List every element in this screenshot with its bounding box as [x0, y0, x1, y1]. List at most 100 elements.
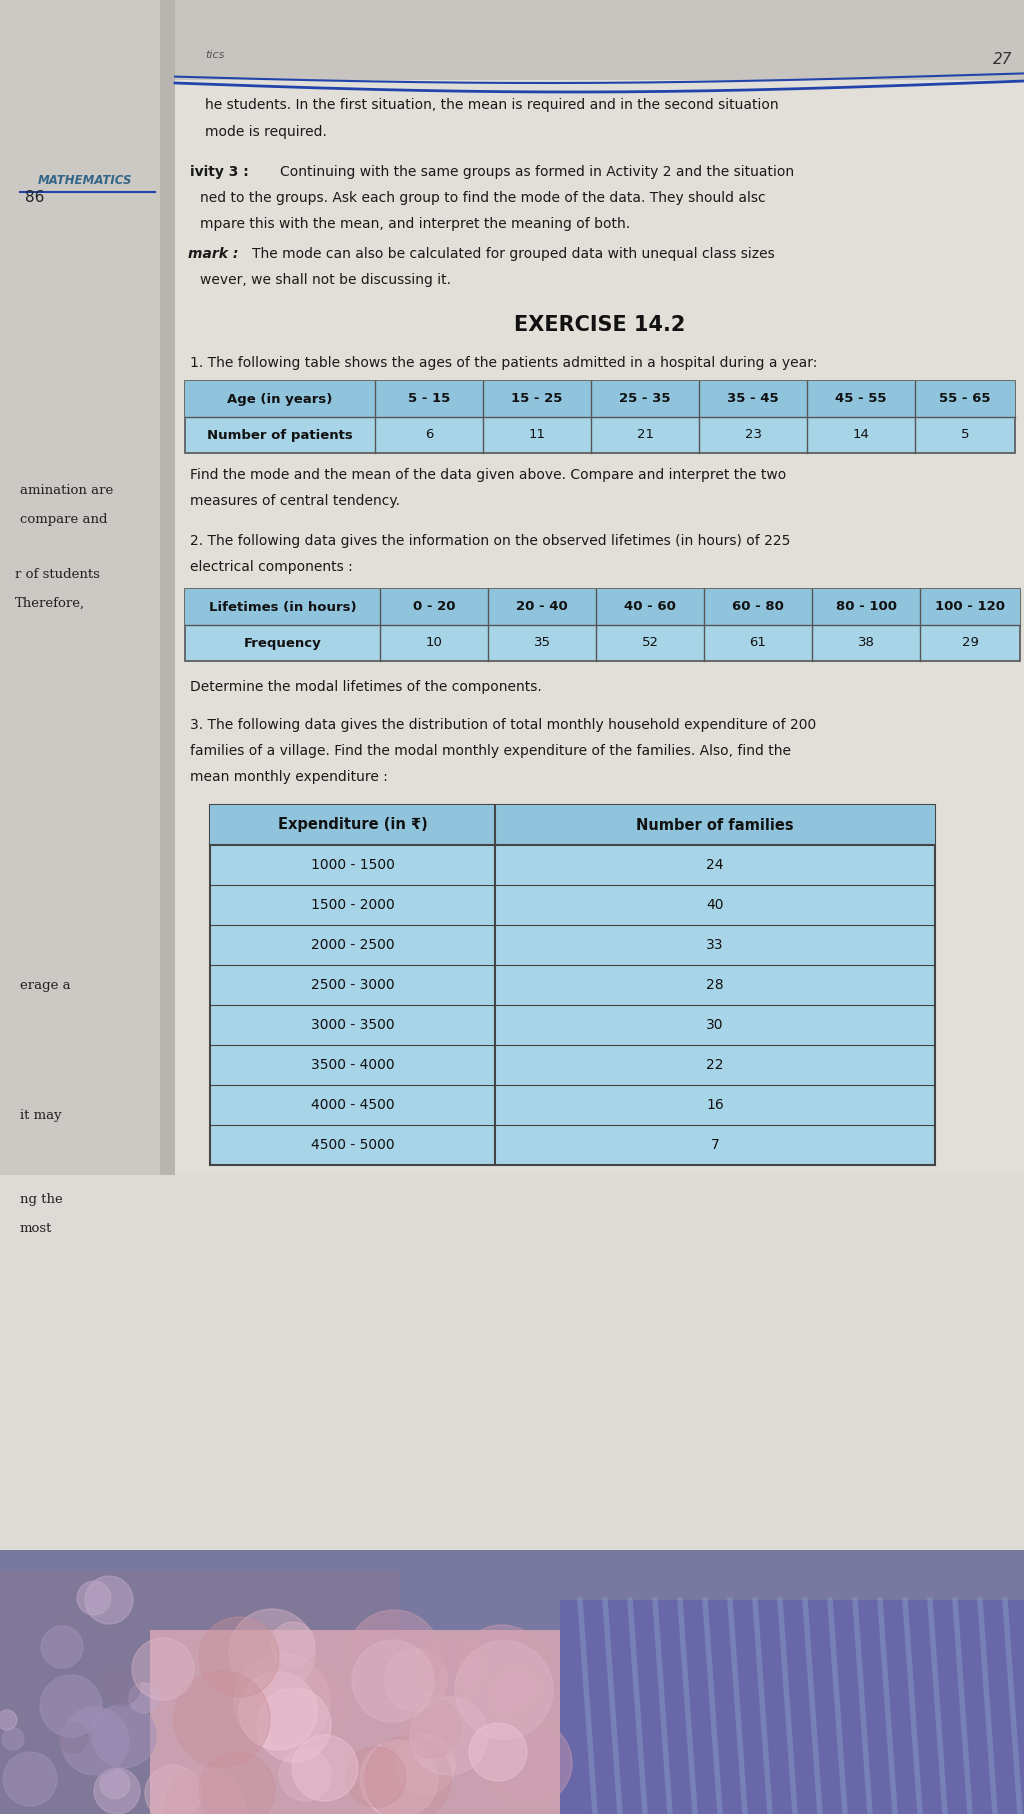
Text: most: most	[20, 1221, 52, 1235]
Text: he students. In the first situation, the mean is required and in the second situ: he students. In the first situation, the…	[205, 98, 778, 112]
Circle shape	[410, 1698, 488, 1776]
Circle shape	[0, 1711, 17, 1731]
Text: 100 - 120: 100 - 120	[935, 600, 1005, 613]
Circle shape	[2, 1729, 24, 1751]
Text: 3500 - 4000: 3500 - 4000	[310, 1058, 394, 1072]
Circle shape	[292, 1734, 358, 1801]
Bar	[175, 0, 1024, 1814]
Circle shape	[239, 1673, 317, 1751]
Circle shape	[352, 1640, 434, 1721]
Text: 24: 24	[707, 858, 724, 873]
Text: 2. The following data gives the information on the observed lifetimes (in hours): 2. The following data gives the informat…	[190, 533, 791, 548]
Text: 11: 11	[528, 428, 546, 441]
Circle shape	[346, 1747, 406, 1807]
Text: 21: 21	[637, 428, 653, 441]
Circle shape	[100, 1769, 130, 1799]
Bar	[185, 590, 1020, 626]
Text: Frequency: Frequency	[244, 637, 322, 649]
Text: 40 - 60: 40 - 60	[624, 600, 676, 613]
Text: 22: 22	[707, 1058, 724, 1072]
Text: 40: 40	[707, 898, 724, 912]
Text: EXERCISE 14.2: EXERCISE 14.2	[514, 316, 686, 336]
Text: r of students: r of students	[15, 568, 100, 582]
Circle shape	[385, 1649, 447, 1711]
Text: 35 - 45: 35 - 45	[727, 392, 779, 406]
Text: Lifetimes (in hours): Lifetimes (in hours)	[209, 600, 356, 613]
Text: 4000 - 4500: 4000 - 4500	[310, 1097, 394, 1112]
Text: 10: 10	[426, 637, 442, 649]
Circle shape	[92, 1703, 156, 1769]
Circle shape	[3, 1752, 57, 1807]
Circle shape	[41, 1625, 83, 1669]
Circle shape	[365, 1736, 451, 1814]
Text: Find the mode and the mean of the data given above. Compare and interpret the tw: Find the mode and the mean of the data g…	[190, 468, 786, 483]
Text: 16: 16	[707, 1097, 724, 1112]
Circle shape	[58, 1723, 88, 1752]
Text: tics: tics	[205, 51, 224, 60]
Circle shape	[129, 1683, 159, 1712]
Circle shape	[419, 1634, 485, 1700]
Text: Determine the modal lifetimes of the components.: Determine the modal lifetimes of the com…	[190, 680, 542, 695]
Text: Number of patients: Number of patients	[207, 428, 353, 441]
Circle shape	[94, 1769, 140, 1814]
Circle shape	[486, 1720, 572, 1807]
Bar	[210, 805, 935, 1165]
Text: 0 - 20: 0 - 20	[413, 600, 456, 613]
Text: 3. The following data gives the distribution of total monthly household expendit: 3. The following data gives the distribu…	[190, 718, 816, 733]
Bar	[175, 60, 1024, 1460]
Bar	[0, 0, 175, 1814]
Text: ivity 3 :: ivity 3 :	[190, 165, 249, 180]
Text: 33: 33	[707, 938, 724, 952]
Circle shape	[145, 1765, 201, 1814]
Text: 7: 7	[711, 1137, 720, 1152]
FancyBboxPatch shape	[560, 1600, 1024, 1814]
Circle shape	[395, 1734, 455, 1796]
Text: mark :: mark :	[188, 247, 239, 261]
Circle shape	[53, 1624, 79, 1651]
Circle shape	[165, 1769, 245, 1814]
Text: wever, we shall not be discussing it.: wever, we shall not be discussing it.	[200, 272, 451, 287]
Text: 28: 28	[707, 978, 724, 992]
Bar	[185, 590, 1020, 660]
Circle shape	[199, 1752, 275, 1814]
Text: 35: 35	[534, 637, 551, 649]
Text: ng the: ng the	[20, 1194, 62, 1206]
Circle shape	[488, 1665, 544, 1721]
Circle shape	[234, 1654, 330, 1751]
Text: 61: 61	[750, 637, 766, 649]
Text: 3000 - 3500: 3000 - 3500	[310, 1018, 394, 1032]
Circle shape	[360, 1740, 438, 1814]
Circle shape	[199, 1616, 279, 1698]
FancyBboxPatch shape	[0, 1569, 400, 1814]
Text: 30: 30	[707, 1018, 724, 1032]
Text: 6: 6	[425, 428, 433, 441]
Bar	[0, 1175, 1024, 1549]
Text: 23: 23	[744, 428, 762, 441]
Text: 27: 27	[992, 53, 1012, 67]
Text: 1500 - 2000: 1500 - 2000	[310, 898, 394, 912]
Text: 38: 38	[857, 637, 874, 649]
Circle shape	[455, 1642, 553, 1740]
Circle shape	[279, 1749, 331, 1801]
Text: it may: it may	[20, 1108, 61, 1121]
Text: Number of families: Number of families	[636, 818, 794, 833]
Circle shape	[254, 1660, 346, 1751]
Bar	[175, 0, 1024, 80]
Text: 80 - 100: 80 - 100	[836, 600, 896, 613]
Text: 25 - 35: 25 - 35	[620, 392, 671, 406]
Bar	[185, 381, 1015, 454]
Bar	[210, 805, 935, 845]
Text: mode is required.: mode is required.	[205, 125, 327, 140]
Circle shape	[174, 1671, 270, 1767]
Text: 14: 14	[853, 428, 869, 441]
Circle shape	[358, 1774, 404, 1814]
Text: 29: 29	[962, 637, 979, 649]
Bar	[185, 381, 1015, 417]
Circle shape	[457, 1625, 547, 1714]
Text: measures of central tendency.: measures of central tendency.	[190, 493, 400, 508]
Text: amination are: amination are	[20, 484, 114, 497]
Text: Therefore,: Therefore,	[15, 597, 85, 610]
Text: 20 - 40: 20 - 40	[516, 600, 568, 613]
Text: 5 - 15: 5 - 15	[408, 392, 451, 406]
Text: 60 - 80: 60 - 80	[732, 600, 784, 613]
